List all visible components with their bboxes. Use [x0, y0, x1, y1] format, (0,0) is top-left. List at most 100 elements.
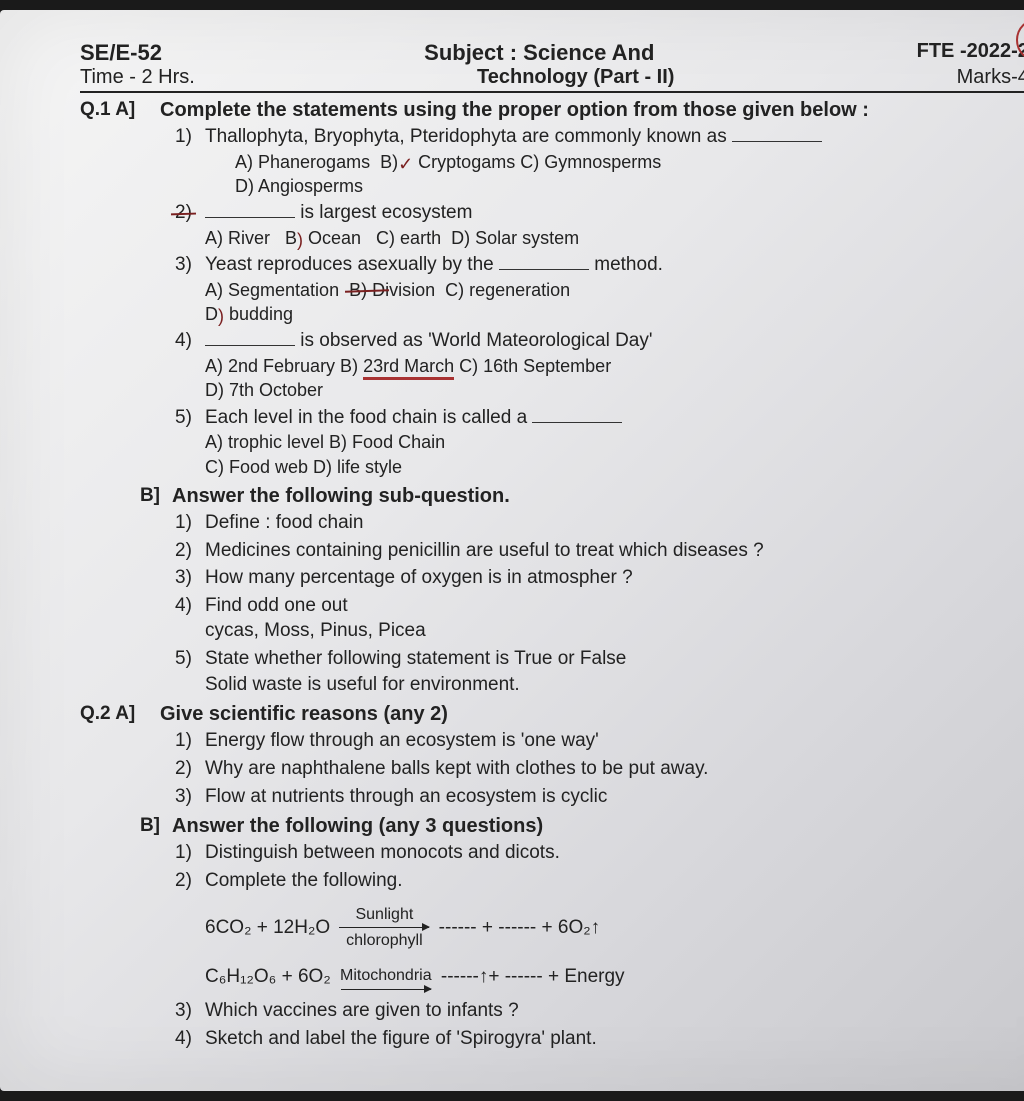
- reaction-arrow: Sunlight chlorophyll: [339, 902, 429, 954]
- q1b-num: B]: [80, 485, 172, 507]
- item-num: 3): [175, 784, 205, 810]
- item-text: is observed as 'World Mateorological Day…: [205, 328, 1024, 402]
- tick-icon: ): [297, 228, 303, 252]
- item-num: 1): [175, 510, 205, 536]
- opt-c: C) 16th September: [454, 356, 611, 376]
- q1a-item-3: 3) Yeast reproduces asexually by the met…: [175, 252, 1024, 326]
- item-num: 4): [175, 593, 205, 644]
- q2b-marks: 6: [1010, 815, 1024, 838]
- item-text: Yeast reproduces asexually by the method…: [205, 252, 1024, 326]
- equation-1: 6CO₂ + 12H₂O Sunlight chlorophyll ------…: [205, 902, 1024, 954]
- eq2-left: C₆H₁₂O₆ + 6O₂: [205, 966, 331, 987]
- item-text: Complete the following.: [205, 868, 1024, 894]
- blank: [532, 408, 622, 423]
- options-line2: C) Food web D) life style: [205, 455, 1024, 479]
- total-marks: Marks-40: [957, 66, 1024, 89]
- stem: Thallophyta, Bryophyta, Pteridophyta are…: [205, 126, 727, 147]
- item-text: Find odd one outcycas, Moss, Pinus, Pice…: [205, 593, 1024, 644]
- q2b-item-1: 1)Distinguish between monocots and dicot…: [175, 840, 1024, 866]
- options: A) trophic level B) Food Chain: [205, 430, 1024, 454]
- item-text: State whether following statement is Tru…: [205, 646, 1024, 697]
- q1b-item-3: 3)How many percentage of oxygen is in at…: [175, 565, 1024, 591]
- opt-b-underlined: 23rd March: [363, 356, 454, 380]
- tick-icon: ): [218, 304, 224, 328]
- extra-line: Solid waste is useful for environment.: [205, 672, 1024, 698]
- stem-prefix: Yeast reproduces asexually by the: [205, 254, 499, 275]
- q2b-text: Answer the following (any 3 questions): [172, 815, 1010, 838]
- header-row-1: SE/E-52 Subject : Science And FTE -2022-…: [80, 40, 1024, 66]
- q2b-item-3: 3)Which vaccines are given to infants ?: [175, 998, 1024, 1024]
- options: A) Phanerogams B)✓ Cryptogams C) Gymnosp…: [235, 150, 1024, 174]
- item-num: 2): [175, 868, 205, 894]
- arrow-bottom-label: chlorophyll: [346, 928, 422, 954]
- stem: Each level in the food chain is called a: [205, 407, 532, 428]
- equation-2: C₆H₁₂O₆ + 6O₂ Mitochondria ------↑+ ----…: [205, 962, 1024, 992]
- fte-year: FTE -2022-23: [917, 40, 1024, 63]
- arrow-top-label: Sunlight: [355, 902, 413, 928]
- blank: [205, 331, 295, 346]
- opt-a: A) 2nd February B): [205, 356, 363, 376]
- q2b-block: B] Answer the following (any 3 questions…: [80, 815, 1024, 1051]
- blank: [205, 203, 295, 218]
- q2a-num: Q.2 A]: [80, 703, 160, 725]
- item-num: 5): [175, 405, 205, 479]
- q1b-item-4: 4)Find odd one outcycas, Moss, Pinus, Pi…: [175, 593, 1024, 644]
- q1a-item-5: 5) Each level in the food chain is calle…: [175, 405, 1024, 479]
- q1a-item-1: 1) Thallophyta, Bryophyta, Pteridophyta …: [175, 124, 1024, 198]
- q1a-item-4: 4) is observed as 'World Mateorological …: [175, 328, 1024, 402]
- header-row-2: Time - 2 Hrs. Technology (Part - II) Mar…: [80, 66, 1024, 93]
- item-text: How many percentage of oxygen is in atmo…: [205, 565, 1024, 591]
- options-line2: D) 7th October: [205, 378, 1024, 402]
- time-limit: Time - 2 Hrs.: [80, 66, 195, 89]
- q1b-marks: 5: [1010, 485, 1024, 508]
- paper-code: SE/E-52: [80, 40, 162, 66]
- extra-line: cycas, Moss, Pinus, Picea: [205, 618, 1024, 644]
- q2b-num: B]: [80, 815, 172, 837]
- eq2-right: ------↑+ ------ + Energy: [441, 966, 625, 987]
- stem: is largest ecosystem: [295, 202, 472, 223]
- q2a-block: Q.2 A] Give scientific reasons (any 2) 4…: [80, 703, 1024, 809]
- item-num: 1): [175, 124, 205, 198]
- blank: [499, 255, 589, 270]
- arrow-line-icon: [339, 927, 429, 928]
- item-text: Sketch and label the figure of 'Spirogyr…: [205, 1026, 1024, 1052]
- eq1-right: ------ + ------ + 6O₂↑: [439, 917, 600, 938]
- q1b-text: Answer the following sub-question.: [172, 485, 1010, 508]
- item-num: 4): [175, 328, 205, 402]
- stem: is observed as 'World Mateorological Day…: [295, 330, 653, 351]
- item-text: is largest ecosystem A) River B) Ocean C…: [205, 200, 1024, 250]
- q1b-block: B] Answer the following sub-question. 5 …: [80, 485, 1024, 697]
- item-num: 2): [175, 200, 205, 250]
- item-text: Which vaccines are given to infants ?: [205, 998, 1024, 1024]
- q2a-marks: 4: [1010, 703, 1024, 726]
- item-num: 1): [175, 840, 205, 866]
- stem: State whether following statement is Tru…: [205, 648, 626, 669]
- options-line2: D) budding: [205, 302, 1024, 326]
- item-num: 3): [175, 565, 205, 591]
- reaction-arrow: Mitochondria: [340, 963, 432, 990]
- arrow-line-icon: [341, 989, 431, 990]
- item-num: 1): [175, 728, 205, 754]
- options: A) 2nd February B) 23rd March C) 16th Se…: [205, 354, 1024, 378]
- tick-icon: ✓: [398, 152, 413, 176]
- q1a-marks: 5: [1010, 99, 1024, 122]
- item-num: 3): [175, 998, 205, 1024]
- item-text: Thallophyta, Bryophyta, Pteridophyta are…: [205, 124, 1024, 198]
- struck-num: 2): [175, 200, 192, 226]
- eq1-left: 6CO₂ + 12H₂O: [205, 917, 330, 938]
- item-num: 2): [175, 756, 205, 782]
- q1a-num: Q.1 A]: [80, 99, 160, 121]
- blank: [732, 127, 822, 142]
- q2a-item-3: 3)Flow at nutrients through an ecosystem…: [175, 784, 1024, 810]
- item-text: Medicines containing penicillin are usef…: [205, 538, 1024, 564]
- subject-line1: Subject : Science And: [162, 40, 917, 66]
- q1a-text: Complete the statements using the proper…: [160, 99, 1010, 122]
- item-text: Define : food chain: [205, 510, 1024, 536]
- q2b-item-4: 4)Sketch and label the figure of 'Spirog…: [175, 1026, 1024, 1052]
- q1b-item-5: 5)State whether following statement is T…: [175, 646, 1024, 697]
- q1a-item-2: 2) is largest ecosystem A) River B) Ocea…: [175, 200, 1024, 250]
- item-text: Why are naphthalene balls kept with clot…: [205, 756, 1024, 782]
- struck-option: B) D: [349, 278, 385, 302]
- q1a-block: Q.1 A] Complete the statements using the…: [80, 99, 1024, 479]
- item-text: Flow at nutrients through an ecosystem i…: [205, 784, 1024, 810]
